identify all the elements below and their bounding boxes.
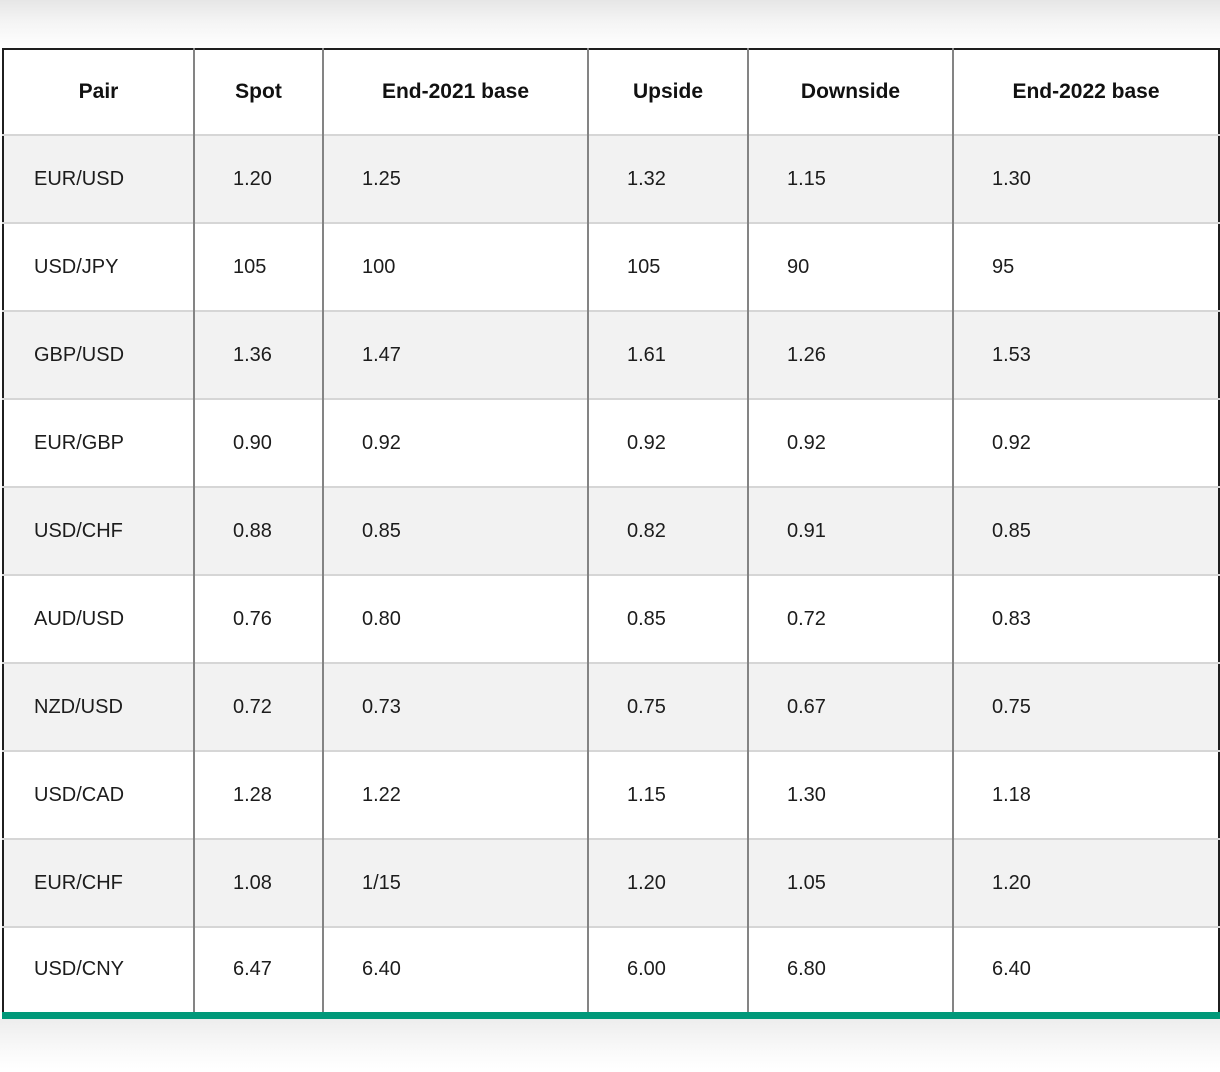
cell-downside: 1.15 [747,134,953,223]
cell-end-2022-base: 1.30 [952,134,1219,223]
cell-end-2022-base: 0.92 [952,398,1219,487]
cell-upside: 0.85 [587,574,748,663]
table-row: EUR/USD 1.20 1.25 1.32 1.15 1.30 [3,134,1219,223]
cell-end-2021-base: 0.73 [322,662,588,751]
cell-end-2021-base: 1.22 [322,750,588,839]
cell-downside: 1.26 [747,310,953,399]
cell-pair: EUR/GBP [3,398,194,487]
table-row: USD/CNY 6.47 6.40 6.00 6.80 6.40 [3,926,1219,1015]
cell-end-2022-base: 1.20 [952,838,1219,927]
table-row: USD/CHF 0.88 0.85 0.82 0.91 0.85 [3,486,1219,575]
cell-spot: 0.88 [193,486,323,575]
header-row: Pair Spot End-2021 base Upside Downside … [3,49,1219,135]
cell-upside: 1.20 [587,838,748,927]
table-row: EUR/CHF 1.08 1/15 1.20 1.05 1.20 [3,838,1219,927]
cell-upside: 0.82 [587,486,748,575]
column-header-upside: Upside [587,49,748,135]
cell-end-2021-base: 0.92 [322,398,588,487]
cell-spot: 0.90 [193,398,323,487]
cell-end-2022-base: 1.18 [952,750,1219,839]
cell-spot: 105 [193,222,323,311]
cell-pair: EUR/USD [3,134,194,223]
cell-downside: 0.72 [747,574,953,663]
cell-end-2021-base: 1.47 [322,310,588,399]
column-header-end-2021-base: End-2021 base [322,49,588,135]
cell-upside: 1.32 [587,134,748,223]
cell-upside: 1.15 [587,750,748,839]
cell-spot: 1.28 [193,750,323,839]
cell-end-2021-base: 1/15 [322,838,588,927]
cell-upside: 0.75 [587,662,748,751]
cell-downside: 0.92 [747,398,953,487]
table-row: AUD/USD 0.76 0.80 0.85 0.72 0.83 [3,574,1219,663]
cell-spot: 1.36 [193,310,323,399]
top-fade-strip [0,0,1220,48]
cell-pair: USD/JPY [3,222,194,311]
cell-upside: 6.00 [587,926,748,1015]
cell-downside: 90 [747,222,953,311]
table-row: NZD/USD 0.72 0.73 0.75 0.67 0.75 [3,662,1219,751]
cell-pair: NZD/USD [3,662,194,751]
cell-downside: 1.30 [747,750,953,839]
cell-end-2022-base: 0.75 [952,662,1219,751]
column-header-pair: Pair [3,49,194,135]
cell-pair: AUD/USD [3,574,194,663]
table-body: EUR/USD 1.20 1.25 1.32 1.15 1.30 USD/JPY 105 100… [3,134,1219,1015]
table-row: USD/CAD 1.28 1.22 1.15 1.30 1.18 [3,750,1219,839]
cell-end-2022-base: 0.83 [952,574,1219,663]
column-header-spot: Spot [193,49,323,135]
cell-end-2022-base: 6.40 [952,926,1219,1015]
cell-end-2021-base: 0.85 [322,486,588,575]
cell-end-2022-base: 1.53 [952,310,1219,399]
cell-upside: 105 [587,222,748,311]
cell-end-2021-base: 1.25 [322,134,588,223]
cell-end-2022-base: 0.85 [952,486,1219,575]
cell-end-2022-base: 95 [952,222,1219,311]
cell-spot: 6.47 [193,926,323,1015]
fx-forecast-table: Pair Spot End-2021 base Upside Downside … [2,48,1220,1019]
table-row: USD/JPY 105 100 105 90 95 [3,222,1219,311]
cell-spot: 0.72 [193,662,323,751]
cell-upside: 0.92 [587,398,748,487]
cell-spot: 1.08 [193,838,323,927]
cell-spot: 0.76 [193,574,323,663]
cell-pair: GBP/USD [3,310,194,399]
cell-end-2021-base: 100 [322,222,588,311]
cell-upside: 1.61 [587,310,748,399]
cell-downside: 0.91 [747,486,953,575]
cell-spot: 1.20 [193,134,323,223]
cell-downside: 6.80 [747,926,953,1015]
cell-downside: 0.67 [747,662,953,751]
cell-end-2021-base: 0.80 [322,574,588,663]
cell-downside: 1.05 [747,838,953,927]
cell-pair: USD/CNY [3,926,194,1015]
table-row: GBP/USD 1.36 1.47 1.61 1.26 1.53 [3,310,1219,399]
bottom-fade-strip [0,1018,1220,1069]
cell-pair: EUR/CHF [3,838,194,927]
table-header: Pair Spot End-2021 base Upside Downside … [3,49,1219,135]
cell-pair: USD/CHF [3,486,194,575]
column-header-end-2022-base: End-2022 base [952,49,1219,135]
column-header-downside: Downside [747,49,953,135]
table-row: EUR/GBP 0.90 0.92 0.92 0.92 0.92 [3,398,1219,487]
cell-end-2021-base: 6.40 [322,926,588,1015]
cell-pair: USD/CAD [3,750,194,839]
